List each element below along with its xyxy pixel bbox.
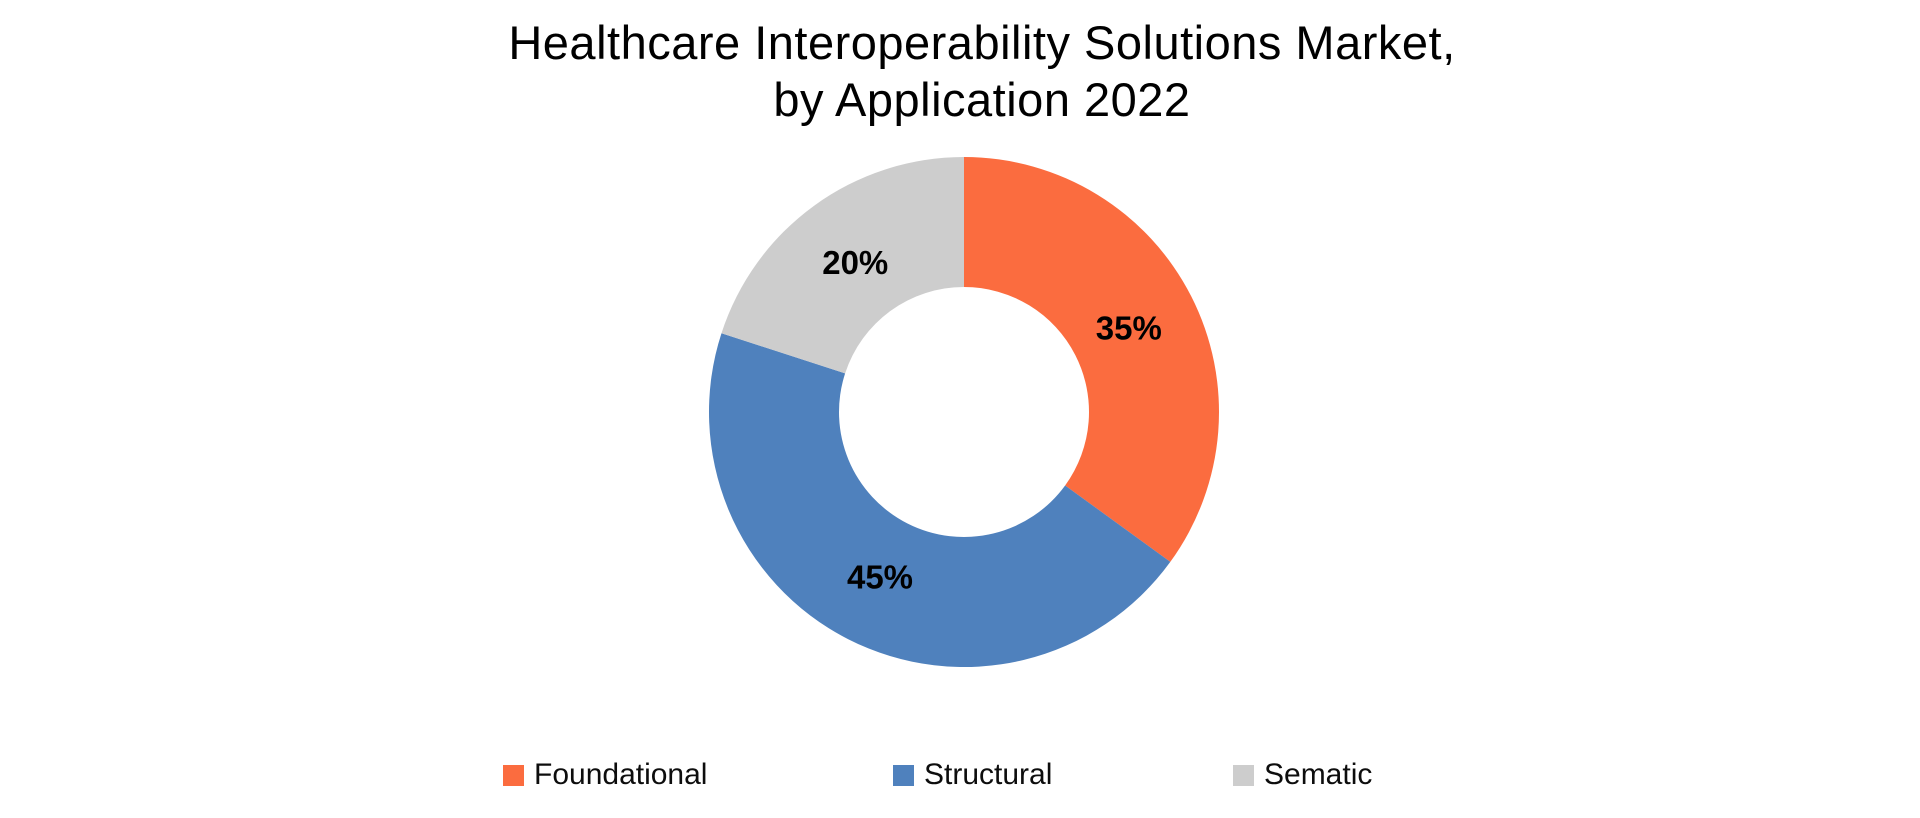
slice-label-foundational: 35%	[1096, 310, 1162, 347]
legend-label-sematic: Sematic	[1264, 758, 1373, 791]
slice-label-structural: 45%	[847, 558, 913, 595]
chart-title: Healthcare Interoperability Solutions Ma…	[382, 14, 1582, 128]
legend-label-foundational: Foundational	[534, 758, 708, 791]
legend-label-structural: Structural	[924, 758, 1053, 791]
chart-legend: Foundational Structural Sematic	[0, 760, 1920, 792]
legend-item-foundational: Foundational	[503, 760, 707, 790]
chart-title-line1: Healthcare Interoperability Solutions Ma…	[508, 16, 1456, 69]
legend-swatch-foundational	[503, 764, 524, 786]
donut-slice-structural	[708, 333, 1171, 668]
legend-swatch-structural	[893, 764, 914, 786]
legend-swatch-sematic	[1233, 764, 1254, 786]
legend-item-sematic: Sematic	[1233, 760, 1372, 790]
legend-item-structural: Structural	[893, 760, 1052, 790]
chart-title-line2: by Application 2022	[773, 73, 1191, 126]
donut-chart: 35% 45% 20%	[708, 157, 1220, 668]
donut-slice-sematic	[721, 157, 964, 374]
slice-label-sematic: 20%	[822, 244, 888, 281]
donut-slice-foundational	[964, 157, 1220, 562]
